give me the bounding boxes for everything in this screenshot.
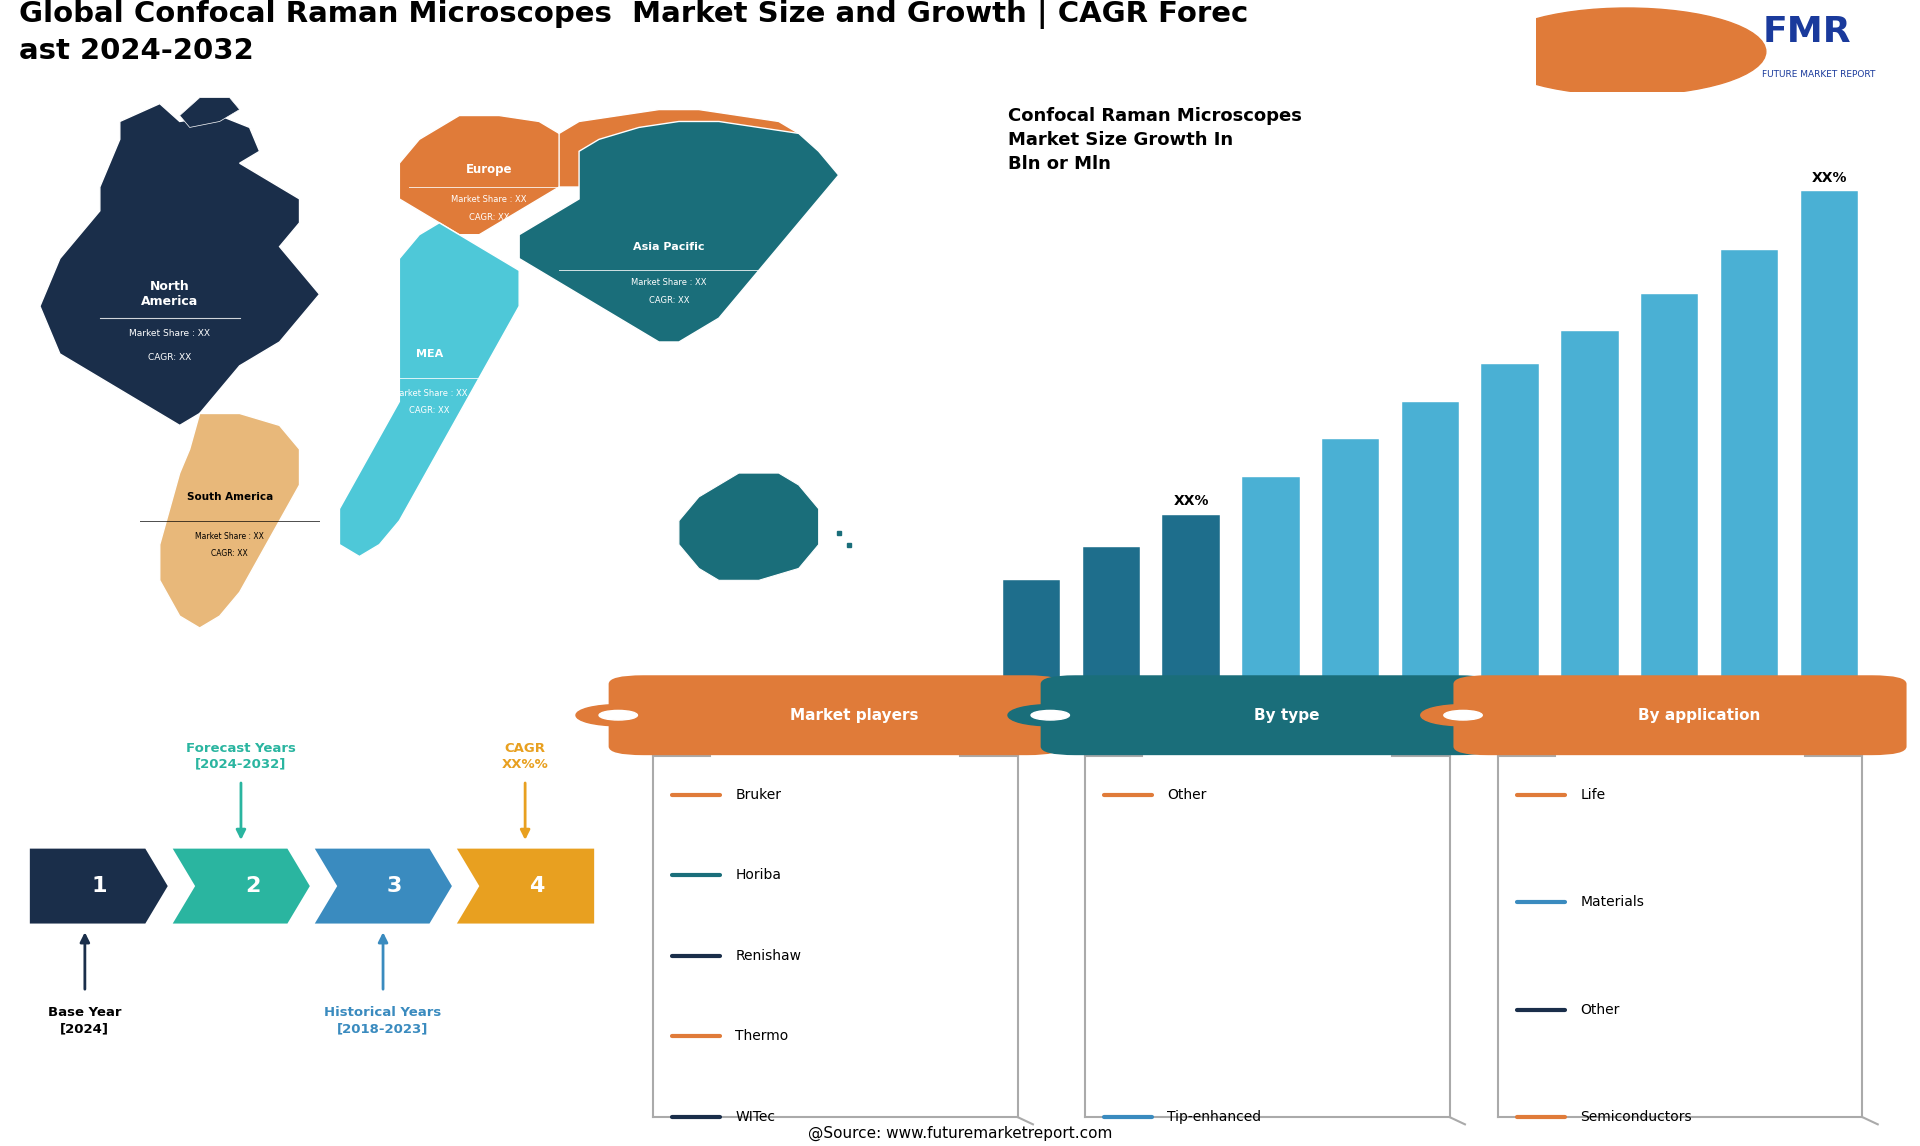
Text: Market Share : XX: Market Share : XX [392,388,467,398]
Polygon shape [180,97,240,127]
Bar [1321,439,1379,688]
Text: Market Share : XX: Market Share : XX [451,195,526,204]
Text: Horiba: Horiba [735,869,781,882]
Text: Life: Life [1580,787,1605,802]
Text: Historical Years
[2018-2023]: Historical Years [2018-2023] [324,1006,442,1036]
Text: CAGR
XX%%: CAGR XX%% [501,741,549,770]
Text: Europe: Europe [467,163,513,175]
Polygon shape [518,121,839,342]
Bar [1720,250,1778,688]
Text: MEA: MEA [417,348,444,359]
Polygon shape [340,222,518,557]
Text: Forecast Years
[2024-2032]: Forecast Years [2024-2032] [186,741,296,770]
Text: CAGR: XX: CAGR: XX [468,213,509,222]
Text: Other: Other [1580,1003,1620,1017]
Text: Market Share : XX: Market Share : XX [196,532,265,541]
Bar [1482,363,1540,688]
Text: Market Share : XX: Market Share : XX [129,329,209,338]
Polygon shape [40,103,319,425]
Text: CAGR: XX: CAGR: XX [649,296,689,305]
Circle shape [1488,8,1766,95]
Text: 2: 2 [244,876,261,896]
Text: FMR: FMR [1763,15,1851,49]
Text: XX%: XX% [1173,494,1210,509]
Bar [1642,293,1699,688]
Text: @Source: www.futuremarketreport.com: @Source: www.futuremarketreport.com [808,1127,1112,1141]
Circle shape [576,705,660,725]
Circle shape [1031,711,1069,720]
Text: 4: 4 [528,876,545,896]
Text: Confocal Raman Microscopes
Market Size Growth In
Bln or Mln: Confocal Raman Microscopes Market Size G… [1008,107,1302,173]
Polygon shape [399,116,580,235]
Bar [1162,515,1219,688]
Bar [1242,477,1300,688]
Text: Base Year
[2024]: Base Year [2024] [48,1006,121,1036]
Text: Market players: Market players [791,708,918,723]
Polygon shape [313,848,453,925]
Bar [1083,548,1140,688]
Text: XX%: XX% [1812,171,1847,185]
Text: North
America: North America [140,281,198,308]
Text: Semiconductors: Semiconductors [1580,1110,1692,1124]
Circle shape [1008,705,1092,725]
Text: CAGR: XX: CAGR: XX [409,407,449,416]
Bar [1402,401,1459,688]
Text: Tip-enhanced: Tip-enhanced [1167,1110,1261,1124]
Polygon shape [171,848,311,925]
Circle shape [1444,711,1482,720]
Text: Asia Pacific: Asia Pacific [634,242,705,252]
FancyBboxPatch shape [1453,675,1907,755]
Text: Other: Other [1167,787,1208,802]
Polygon shape [455,848,595,925]
Text: By application: By application [1638,708,1761,723]
Text: CAGR: XX: CAGR: XX [148,353,192,362]
Text: South America: South America [186,492,273,502]
Bar [1801,191,1859,688]
Bar [1002,580,1060,688]
Text: CAGR: XX: CAGR: XX [211,549,248,558]
Text: Bruker: Bruker [735,787,781,802]
Polygon shape [29,848,169,925]
Text: By type: By type [1254,708,1319,723]
Text: FUTURE MARKET REPORT: FUTURE MARKET REPORT [1763,70,1876,79]
Text: 1: 1 [90,876,108,896]
Text: Materials: Materials [1580,895,1644,909]
Text: WITec: WITec [735,1110,776,1124]
Text: 3: 3 [386,876,403,896]
Polygon shape [159,414,300,628]
Circle shape [1421,705,1505,725]
Bar [1561,331,1619,688]
Text: Thermo: Thermo [735,1029,789,1044]
Text: Global Confocal Raman Microscopes  Market Size and Growth | CAGR Forec
ast 2024-: Global Confocal Raman Microscopes Market… [19,0,1248,64]
Polygon shape [680,473,818,580]
Text: Renishaw: Renishaw [735,949,801,963]
FancyBboxPatch shape [1041,675,1494,755]
Circle shape [599,711,637,720]
Polygon shape [559,110,799,187]
FancyBboxPatch shape [609,675,1062,755]
Text: Market Share : XX: Market Share : XX [632,278,707,288]
